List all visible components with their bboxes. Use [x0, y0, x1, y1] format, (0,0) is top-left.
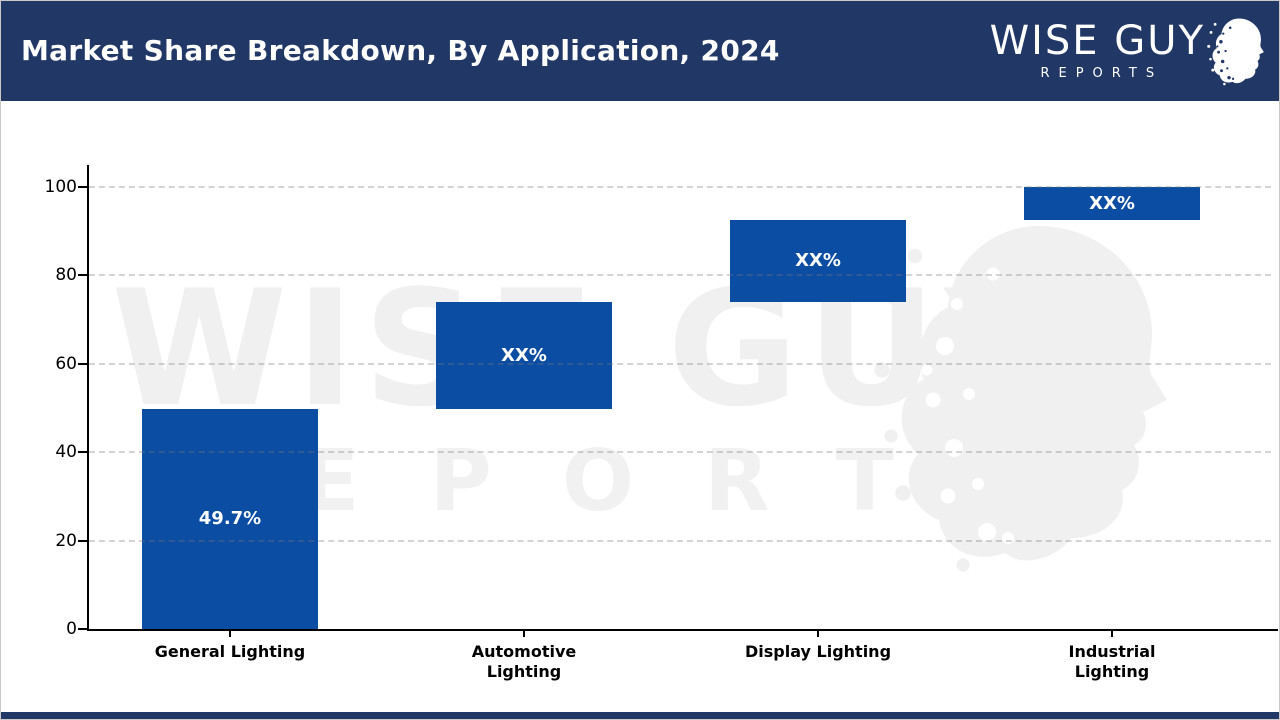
wiseguy-logo: WISE GUY REPORTS: [990, 16, 1265, 86]
gridline: [89, 451, 1271, 454]
x-axis-line: [87, 629, 1278, 631]
y-tick: [78, 628, 87, 630]
bar-value-label: XX%: [1089, 192, 1135, 214]
x-tick: [229, 631, 231, 637]
logo-head-icon: [1207, 18, 1264, 86]
logo-wordmark: WISE GUY: [989, 18, 1205, 64]
x-tick: [523, 631, 525, 637]
x-axis-label: Industrial Lighting: [1068, 642, 1156, 681]
x-axis-label: Display Lighting: [744, 642, 892, 661]
x-tick: [1111, 631, 1113, 637]
chart-title: Market Share Breakdown, By Application, …: [21, 34, 780, 67]
y-tick-label: 20: [55, 530, 77, 551]
y-tick-label: 40: [55, 442, 77, 463]
bar-value-label: XX%: [501, 344, 547, 366]
x-axis-label: Automotive Lighting: [471, 642, 577, 681]
gridline: [89, 539, 1271, 542]
bar-3: [730, 220, 906, 302]
y-tick-label: 0: [66, 619, 77, 639]
logo-subtitle: REPORTS: [1040, 66, 1164, 81]
watermark-head-icon: [874, 226, 1167, 572]
gridline: [89, 274, 1271, 277]
y-tick-label: 100: [44, 177, 77, 197]
gridline: [89, 362, 1271, 365]
bar-4: [1024, 187, 1200, 221]
x-axis-label: General Lighting: [154, 642, 306, 661]
y-tick: [78, 451, 87, 454]
y-tick: [78, 539, 87, 542]
bar-value-label: XX%: [795, 250, 841, 272]
y-tick: [78, 186, 87, 188]
y-tick: [78, 274, 87, 277]
y-axis-line: [87, 165, 89, 631]
logo-text: WISE GUY REPORTS: [990, 21, 1205, 81]
bar-2: [436, 301, 612, 410]
bar-value-label: 49.7%: [198, 508, 262, 530]
header-bar: Market Share Breakdown, By Application, …: [1, 1, 1279, 101]
gridline: [89, 186, 1271, 188]
x-tick: [817, 631, 819, 637]
y-tick-label: 60: [55, 353, 77, 374]
footer-bar: [1, 712, 1279, 719]
y-tick-label: 80: [55, 265, 77, 286]
y-tick: [78, 362, 87, 365]
bar-1: [142, 409, 318, 629]
